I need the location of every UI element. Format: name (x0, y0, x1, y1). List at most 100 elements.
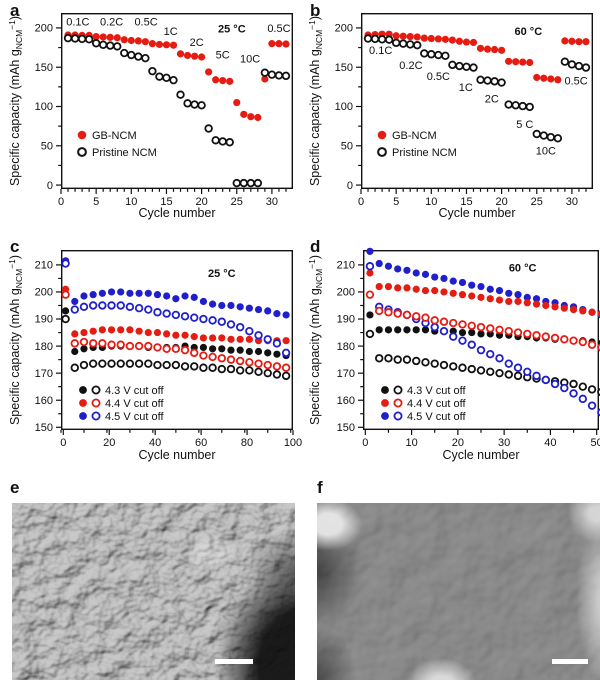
data-point (448, 60, 457, 70)
panel-c-plot: 0 20 40 60 80 100 150 160 170 180 190 200 210 25 °C 4.… (35, 249, 302, 449)
data-point (144, 289, 152, 297)
data-point (113, 42, 122, 51)
panel-d-x-axis-title: Cycle number (442, 448, 520, 462)
data-point (71, 297, 79, 306)
data-point (126, 326, 134, 334)
data-point (117, 326, 125, 334)
y-tick-label: 200 (337, 287, 355, 299)
data-point (134, 303, 144, 313)
data-point (495, 287, 504, 295)
data-point (117, 288, 125, 296)
legend-marker (377, 130, 387, 140)
data-point (235, 366, 245, 375)
data-point (421, 287, 430, 295)
data-point (486, 295, 494, 303)
data-point (513, 371, 523, 381)
y-title-text: Specific capacity (mAh g (8, 49, 22, 187)
data-point (578, 337, 588, 347)
data-point (236, 346, 244, 354)
data-point (79, 360, 89, 370)
data-point (569, 389, 578, 398)
data-point (92, 32, 100, 41)
data-point (469, 38, 478, 47)
data-point (273, 310, 281, 318)
data-point (567, 60, 577, 69)
data-point (272, 362, 282, 371)
data-point (263, 360, 272, 370)
data-point (449, 318, 458, 328)
data-point (476, 44, 485, 52)
sem-image-f (317, 503, 600, 680)
legend-marker (79, 412, 87, 420)
legend-label: 4.4 V cut off (105, 398, 164, 410)
data-point (560, 335, 569, 344)
x-tick-label: 10 (425, 196, 437, 208)
x-tick-label: 15 (160, 196, 172, 208)
data-point (148, 40, 156, 48)
data-point (254, 367, 263, 377)
data-point (141, 53, 150, 63)
panel-b-y-axis-title: Specific capacity (mAh gNCM−1) (303, 0, 324, 211)
data-point (80, 345, 88, 353)
x-tick-label: 40 (149, 437, 161, 449)
y-tick-label: 100 (335, 101, 353, 113)
data-point (458, 336, 467, 345)
data-point (365, 290, 375, 299)
y-tick-label: 160 (35, 395, 53, 407)
data-point (541, 375, 550, 385)
data-point (467, 340, 476, 349)
y-title-sup: −1 (307, 259, 317, 269)
data-point (245, 347, 253, 356)
data-point (281, 348, 291, 358)
x-tick-label: 5 (93, 196, 99, 208)
data-point (402, 355, 412, 364)
data-point (413, 41, 422, 50)
data-point (560, 304, 568, 312)
data-point (77, 34, 87, 44)
y-title-sup: −1 (307, 20, 317, 30)
data-point (413, 33, 421, 41)
y-tick-label: 50 (341, 140, 353, 152)
data-point (421, 326, 430, 334)
data-point (533, 73, 541, 82)
data-point (394, 265, 402, 273)
data-point (574, 61, 584, 71)
data-point (190, 362, 199, 371)
y-title-close: ) (8, 254, 22, 260)
data-point (458, 291, 467, 299)
data-point (162, 360, 171, 370)
legend-marker (381, 386, 389, 394)
data-point (550, 333, 560, 343)
data-point (162, 73, 171, 83)
data-point (98, 326, 106, 334)
legend-marker (393, 385, 403, 395)
data-point (366, 311, 374, 319)
data-point (162, 344, 171, 353)
data-point (384, 282, 393, 291)
data-point (513, 363, 523, 372)
data-point (467, 364, 476, 374)
data-point (281, 363, 291, 372)
data-point (420, 49, 429, 58)
data-point (560, 57, 570, 66)
legend-marker (79, 399, 87, 407)
x-tick-label: 10 (125, 196, 137, 208)
y-tick-label: 150 (335, 62, 353, 74)
data-point (403, 266, 411, 274)
data-point (209, 300, 217, 308)
data-point (134, 341, 144, 351)
data-point (519, 58, 527, 66)
plot-border (60, 249, 294, 431)
data-point (439, 327, 449, 336)
data-point (550, 379, 560, 389)
data-point (107, 288, 116, 296)
data-point (116, 301, 125, 310)
legend-label: 4.4 V cut off (407, 398, 466, 410)
data-point (253, 178, 263, 188)
data-point (430, 359, 439, 368)
data-point (217, 354, 226, 363)
y-tick-label: 170 (337, 368, 355, 380)
data-point (505, 297, 513, 306)
x-tick-label: 80 (241, 437, 253, 449)
data-point (144, 359, 153, 368)
